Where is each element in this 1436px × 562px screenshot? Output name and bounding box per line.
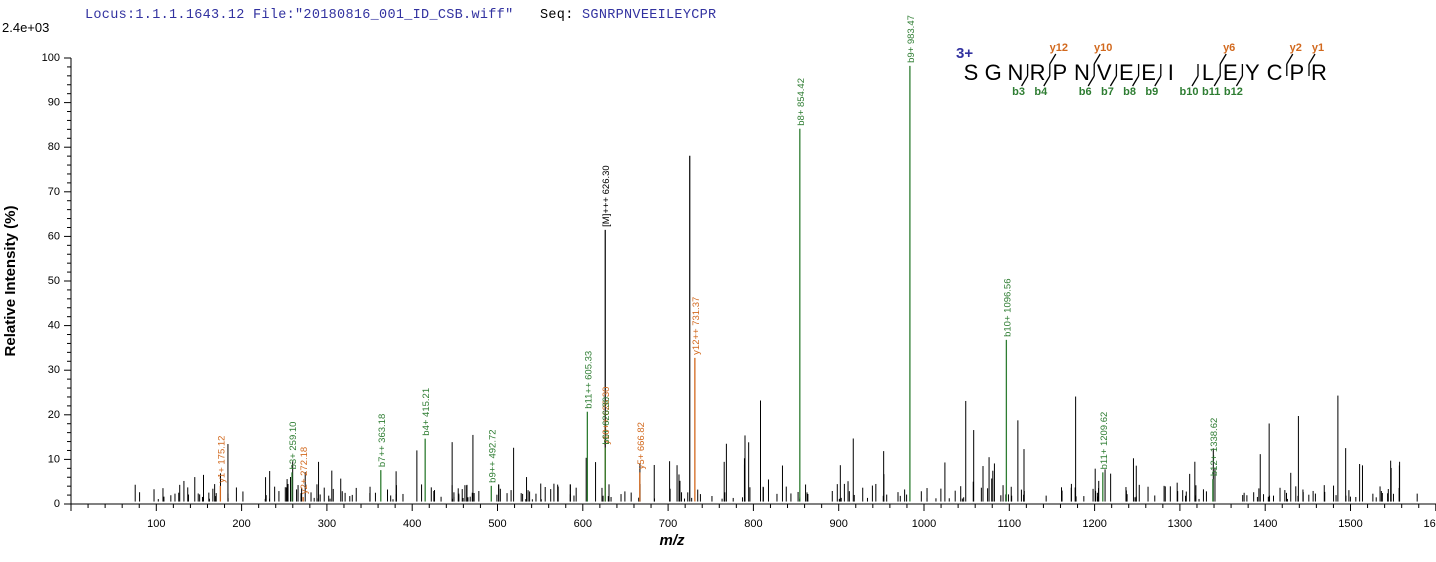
svg-text:C: C [1267,60,1283,85]
svg-text:50: 50 [48,275,60,287]
svg-text:y12: y12 [1050,42,1068,54]
svg-text:E: E [1141,60,1156,85]
svg-text:b3+ 259.10: b3+ 259.10 [288,422,299,470]
svg-text:80: 80 [48,141,60,153]
svg-text:90: 90 [48,97,60,109]
svg-text:b8+ 854.42: b8+ 854.42 [796,78,807,126]
svg-text:y1: y1 [1312,42,1324,54]
svg-text:y12++ 731.37: y12++ 731.37 [691,297,702,355]
svg-text:y6: y6 [1223,42,1235,54]
svg-text:b6+ 626.30: b6+ 626.30 [601,397,612,445]
svg-text:b11: b11 [1202,86,1220,98]
svg-text:100: 100 [147,518,165,530]
svg-text:[M]+++ 626.30: [M]+++ 626.30 [601,165,612,227]
svg-text:m/z: m/z [659,532,685,549]
svg-text:y5+ 666.82: y5+ 666.82 [636,422,647,469]
svg-text:10: 10 [48,453,60,465]
svg-text:y1+ 175.12: y1+ 175.12 [216,436,227,483]
svg-text:I: I [1168,60,1174,85]
svg-text:b7++ 363.18: b7++ 363.18 [377,414,388,467]
svg-text:b4: b4 [1034,86,1048,98]
svg-text:N: N [1007,60,1023,85]
svg-text:b9++ 492.72: b9++ 492.72 [487,429,498,482]
svg-text:b12+ 1338.62: b12+ 1338.62 [1209,418,1220,476]
svg-text:2.4e+03: 2.4e+03 [2,20,49,35]
svg-text:1100: 1100 [997,518,1021,530]
svg-text:1500: 1500 [1338,518,1362,530]
svg-text:b11+ 1209.62: b11+ 1209.62 [1099,412,1110,470]
svg-text:b3: b3 [1012,86,1025,98]
svg-text:1600: 1600 [1424,518,1436,530]
svg-text:Relative Intensity (%): Relative Intensity (%) [2,206,19,357]
svg-text:800: 800 [744,518,762,530]
svg-text:N: N [1074,60,1090,85]
svg-text:b6: b6 [1079,86,1092,98]
svg-text:b4+ 415.21: b4+ 415.21 [421,388,432,436]
svg-text:b10+ 1096.56: b10+ 1096.56 [1002,278,1013,336]
svg-text:1400: 1400 [1253,518,1277,530]
svg-text:L: L [1202,60,1214,85]
svg-text:P: P [1052,60,1067,85]
svg-text:b11++ 605.33: b11++ 605.33 [583,351,594,409]
svg-text:V: V [1097,60,1112,85]
svg-text:30: 30 [48,364,60,376]
svg-text:R: R [1030,60,1046,85]
svg-text:900: 900 [830,518,848,530]
svg-text:Locus:1.1.1.1643.12 File:"2018: Locus:1.1.1.1643.12 File:"20180816_001_I… [85,8,513,23]
svg-text:1300: 1300 [1168,518,1192,530]
svg-text:60: 60 [48,230,60,242]
svg-text:300: 300 [318,518,336,530]
svg-text:b12: b12 [1224,86,1243,98]
svg-text:600: 600 [574,518,592,530]
svg-text:y10: y10 [1094,42,1112,54]
svg-text:Seq: SGNRPNVEEILEYCPR: Seq: SGNRPNVEEILEYCPR [540,8,716,23]
svg-text:3+: 3+ [956,45,973,62]
svg-text:40: 40 [48,320,60,332]
svg-text:S: S [964,60,979,85]
svg-text:1200: 1200 [1082,518,1106,530]
svg-text:0: 0 [54,498,60,510]
svg-text:100: 100 [42,52,60,64]
svg-text:b9: b9 [1145,86,1158,98]
svg-text:b8: b8 [1123,86,1136,98]
svg-text:70: 70 [48,186,60,198]
svg-text:Y: Y [1245,60,1260,85]
svg-text:1000: 1000 [912,518,936,530]
svg-text:500: 500 [488,518,506,530]
svg-text:b7: b7 [1101,86,1114,98]
svg-text:20: 20 [48,409,60,421]
svg-text:E: E [1119,60,1134,85]
svg-text:400: 400 [403,518,421,530]
svg-text:R: R [1311,60,1327,85]
svg-text:y2: y2 [1290,42,1302,54]
svg-text:G: G [985,60,1002,85]
svg-text:b9+ 983.47: b9+ 983.47 [906,15,917,63]
svg-text:P: P [1289,60,1304,85]
svg-text:b10: b10 [1180,86,1199,98]
svg-text:200: 200 [232,518,250,530]
svg-text:y2+ 272.18: y2+ 272.18 [299,447,310,494]
svg-text:700: 700 [659,518,677,530]
svg-text:E: E [1223,60,1238,85]
